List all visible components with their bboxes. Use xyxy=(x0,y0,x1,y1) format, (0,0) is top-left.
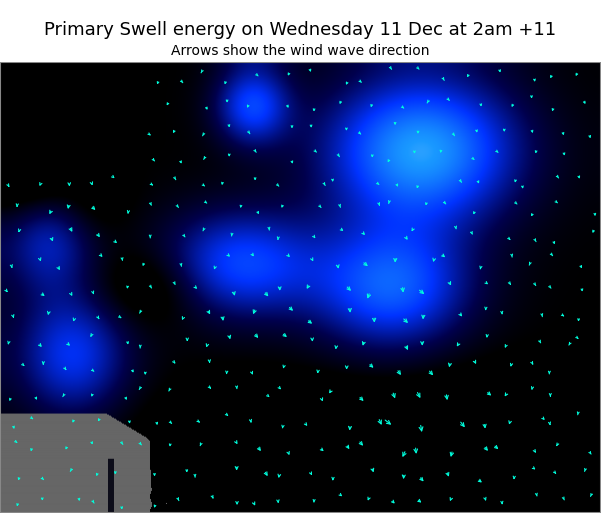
Text: Primary Swell energy on Wednesday 11 Dec at 2am +11: Primary Swell energy on Wednesday 11 Dec… xyxy=(44,21,557,38)
Text: Arrows show the wind wave direction: Arrows show the wind wave direction xyxy=(171,44,430,57)
